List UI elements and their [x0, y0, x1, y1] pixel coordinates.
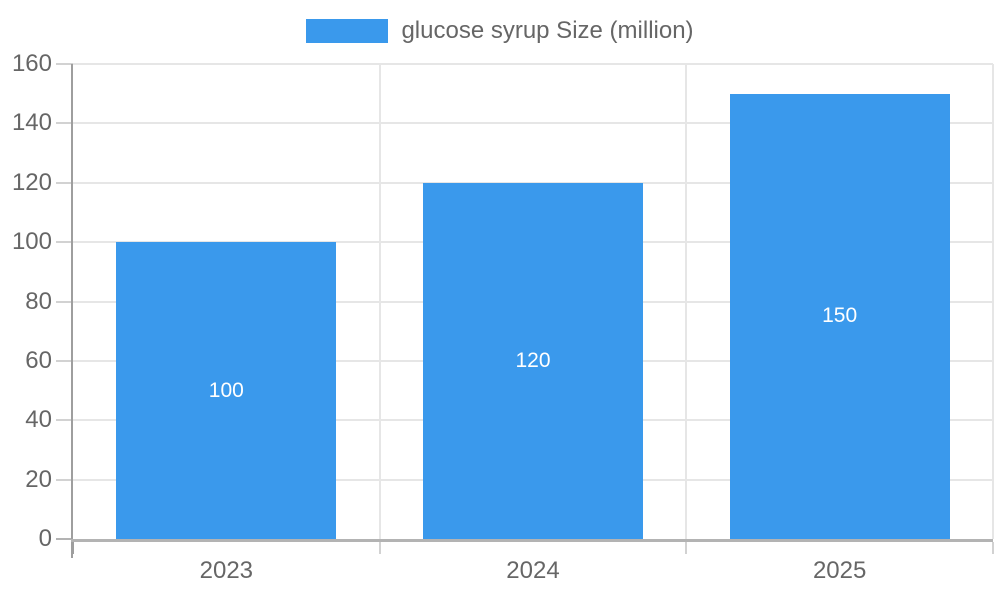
- x-axis-tick-mark: [72, 542, 74, 554]
- bar: [729, 93, 950, 539]
- y-axis-tick-label: 20: [25, 465, 52, 493]
- y-axis-tick-mark: [56, 241, 73, 244]
- y-axis-tick-label: 40: [25, 406, 52, 434]
- y-axis-tick-mark: [56, 359, 73, 362]
- plot-right-border: [992, 64, 994, 539]
- y-gridline: [73, 63, 993, 65]
- y-axis-tick-label: 80: [25, 287, 52, 315]
- x-axis-tick-label: 2025: [812, 557, 867, 584]
- x-gridline: [378, 64, 381, 539]
- y-axis-tick-mark: [56, 419, 73, 422]
- x-axis-tick-mark: [685, 542, 688, 554]
- y-axis-tick-label: 120: [11, 168, 52, 196]
- x-axis-tick-label: 2024: [506, 557, 560, 584]
- y-axis-tick-label: 140: [11, 109, 52, 137]
- y-axis-tick-mark: [56, 538, 73, 540]
- x-axis-tick-mark: [378, 542, 381, 554]
- bar-value-label: 150: [822, 304, 858, 328]
- y-axis-line: [71, 64, 73, 558]
- y-axis-tick-mark: [56, 63, 73, 65]
- y-gridline: [73, 122, 993, 125]
- y-axis-tick-mark: [56, 478, 73, 481]
- y-axis-tick-label: 100: [11, 228, 52, 256]
- x-axis-tick-mark: [992, 542, 994, 554]
- x-axis-tick-label: 2023: [199, 557, 254, 584]
- bar: [116, 242, 337, 539]
- y-axis-tick-label: 0: [38, 525, 52, 552]
- y-axis-tick-mark: [56, 122, 73, 125]
- bar-value-label: 120: [515, 348, 551, 372]
- y-axis-tick-mark: [56, 181, 73, 184]
- legend-swatch-icon: [306, 19, 389, 43]
- y-axis-tick-label: 60: [25, 346, 52, 374]
- bar: [423, 182, 643, 539]
- bar-value-label: 100: [208, 378, 244, 402]
- legend: glucose syrup Size (million): [0, 19, 1000, 43]
- legend-label: glucose syrup Size (million): [401, 17, 694, 44]
- x-axis-line: [71, 539, 993, 542]
- y-axis-tick-mark: [56, 300, 73, 303]
- y-axis-tick-label: 160: [11, 50, 52, 77]
- x-gridline: [685, 64, 688, 539]
- legend-item[interactable]: glucose syrup Size (million): [306, 17, 694, 44]
